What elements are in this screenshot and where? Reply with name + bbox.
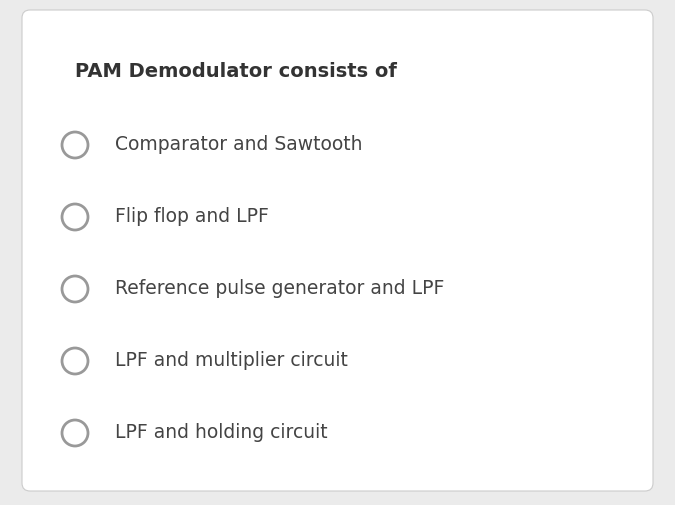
Text: LPF and holding circuit: LPF and holding circuit <box>115 424 327 442</box>
Circle shape <box>62 204 88 230</box>
Circle shape <box>62 420 88 446</box>
Text: LPF and multiplier circuit: LPF and multiplier circuit <box>115 351 348 371</box>
Circle shape <box>62 276 88 302</box>
Circle shape <box>62 348 88 374</box>
Text: PAM Demodulator consists of: PAM Demodulator consists of <box>75 62 397 81</box>
Text: Reference pulse generator and LPF: Reference pulse generator and LPF <box>115 279 444 298</box>
FancyBboxPatch shape <box>22 10 653 491</box>
Circle shape <box>62 132 88 158</box>
Text: Comparator and Sawtooth: Comparator and Sawtooth <box>115 135 362 155</box>
Text: Flip flop and LPF: Flip flop and LPF <box>115 208 269 227</box>
